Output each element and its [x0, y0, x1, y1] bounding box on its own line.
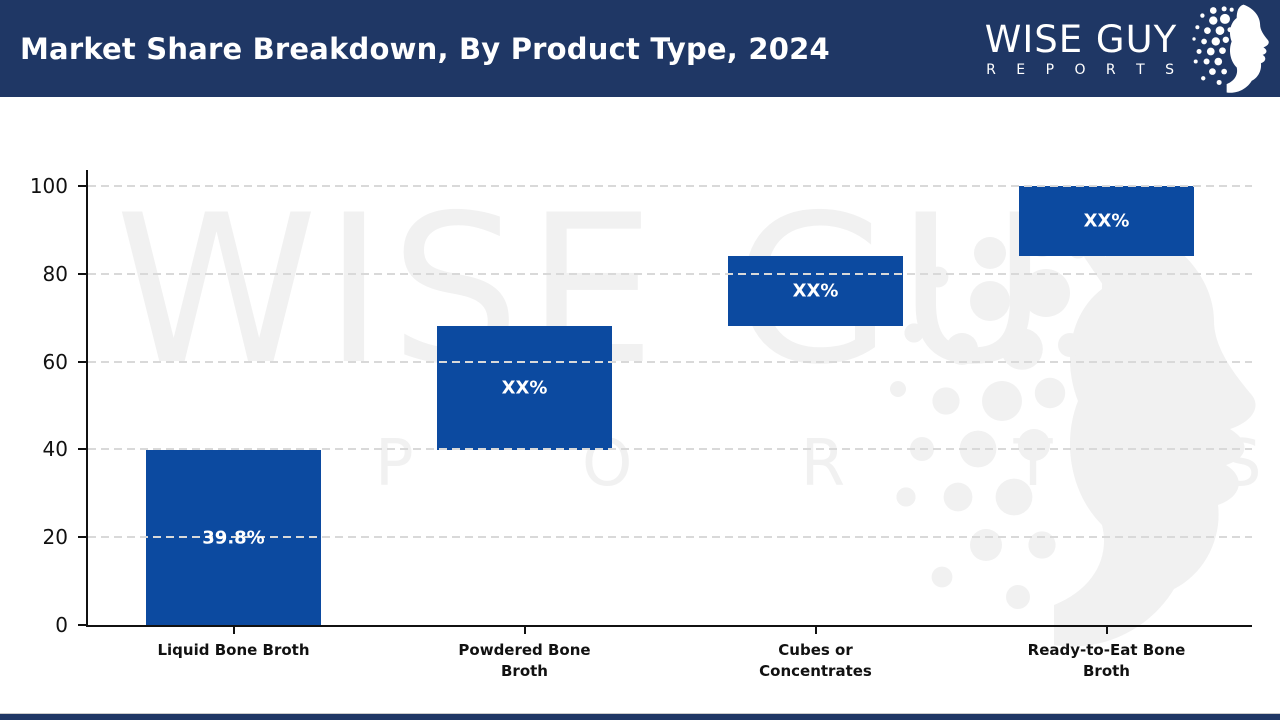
bar-value-label: XX% — [501, 377, 548, 399]
y-tick-label: 60 — [42, 349, 68, 374]
y-tick-mark — [78, 272, 86, 275]
y-tick-label: 0 — [55, 613, 68, 637]
y-tick-label: 80 — [42, 261, 68, 286]
bar-value-label: XX% — [792, 280, 839, 302]
y-tick-mark — [78, 624, 86, 626]
brand-logo-text: WISE GUY R E P O R T S — [980, 17, 1182, 78]
x-category-label: Powdered Bone Broth — [458, 641, 591, 680]
wiseguy-face-icon — [1186, 3, 1274, 95]
x-category-label: Ready-to-Eat Bone Broth — [1027, 641, 1186, 680]
x-tick-mark — [523, 627, 526, 634]
x-tick-mark — [814, 627, 817, 634]
brand-subtitle: R E P O R T S — [986, 61, 1182, 78]
chart-area: WISE GUY P O R T S 39.8% XX% XX% XX% 0 20 40 6… — [0, 97, 1280, 713]
y-tick-label: 100 — [29, 174, 68, 198]
x-tick-mark — [232, 627, 235, 634]
bar-value-label: XX% — [1083, 210, 1130, 232]
brand-name: WISE GUY — [984, 17, 1178, 61]
x-axis-line — [86, 625, 1252, 627]
y-tick-mark — [78, 185, 86, 187]
y-tick-mark — [78, 360, 86, 363]
gridline-40 — [88, 448, 1252, 451]
y-tick-label: 20 — [42, 525, 68, 550]
footer-bar — [0, 713, 1280, 720]
y-tick-label: 40 — [42, 437, 68, 462]
header: Market Share Breakdown, By Product Type,… — [0, 0, 1280, 97]
x-tick-mark — [1105, 627, 1108, 634]
gridline-80 — [88, 272, 1252, 275]
gridline-20 — [88, 536, 1252, 539]
y-axis-line — [86, 170, 88, 625]
page-title: Market Share Breakdown, By Product Type,… — [20, 31, 830, 66]
y-tick-mark — [78, 448, 86, 451]
bar-2 — [436, 326, 613, 451]
brand-logo: WISE GUY R E P O R T S — [980, 0, 1274, 97]
gridline-100 — [88, 185, 1252, 187]
x-category-label: Liquid Bone Broth — [157, 641, 310, 659]
y-tick-mark — [78, 536, 86, 539]
x-category-label: Cubes or Concentrates — [759, 641, 872, 680]
bar-value-label: 39.8% — [202, 527, 265, 549]
gridline-60 — [88, 360, 1252, 363]
plot-area: 39.8% XX% XX% XX% — [88, 185, 1252, 625]
bar-3 — [727, 256, 904, 327]
